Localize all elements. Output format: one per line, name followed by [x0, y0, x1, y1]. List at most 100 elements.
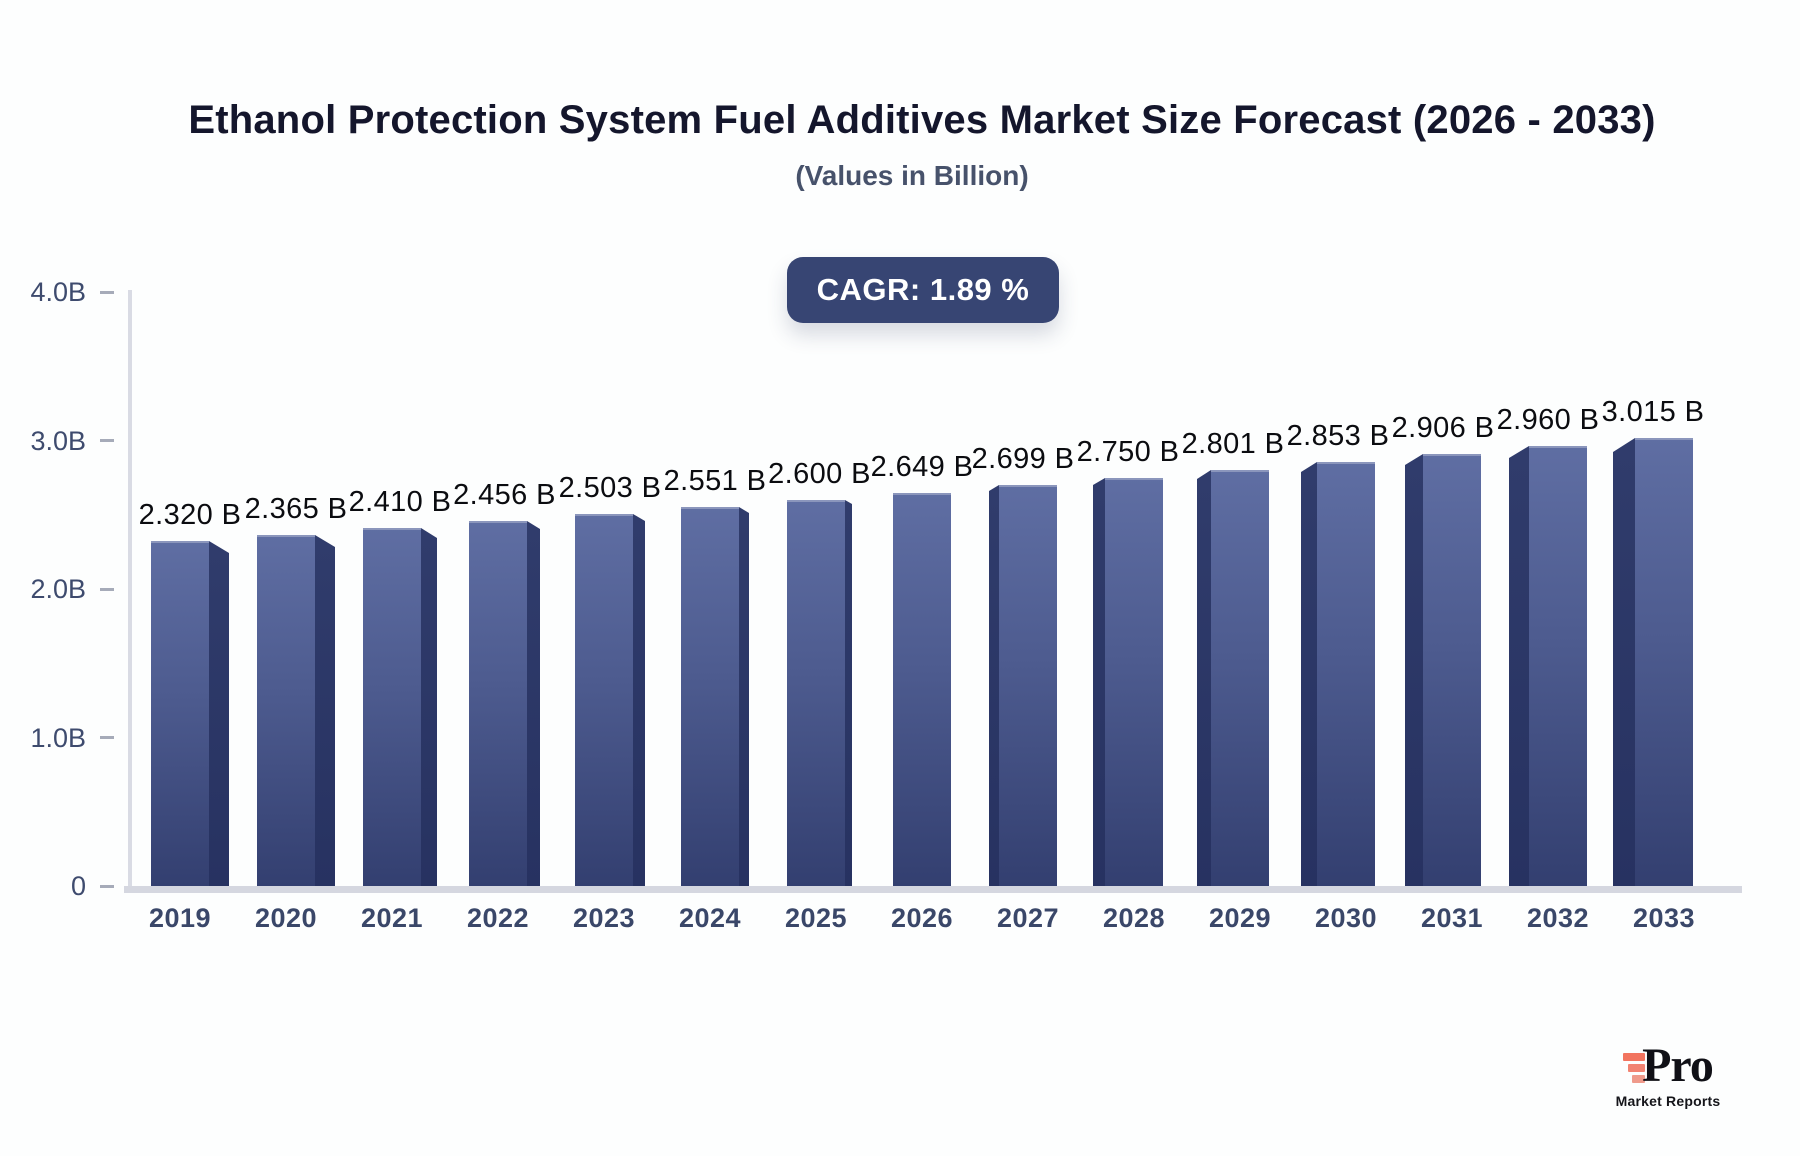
bar-value-label: 2.853 B: [1286, 420, 1390, 452]
x-axis-year-label: 2030: [1314, 903, 1378, 933]
bar-value-label: 2.960 B: [1496, 404, 1600, 436]
bar-front-face: [1105, 478, 1163, 886]
bar-front-face: [1211, 470, 1269, 886]
bar-side-face: [989, 485, 999, 886]
y-axis-tick-label: 0: [70, 871, 86, 901]
bar-2021: 2.410 B: [349, 486, 451, 886]
bar-front-face: [1529, 446, 1587, 886]
bar-side-face: [845, 500, 852, 886]
bar-side-face: [527, 521, 540, 886]
logo-bar-stripe: [1628, 1064, 1646, 1072]
x-axis-year-label: 2019: [148, 903, 212, 933]
bar-2030: 2.853 B: [1287, 420, 1389, 886]
x-axis-baseline: [124, 886, 1742, 893]
bar-front-face: [893, 493, 951, 886]
pro-market-reports-logo: Pro Market Reports: [1604, 1042, 1732, 1110]
bar-front-face: [151, 541, 209, 886]
bar-value-label: 2.906 B: [1391, 412, 1495, 444]
x-axis-year-label: 2029: [1208, 903, 1272, 933]
bar-2023: 2.503 B: [559, 472, 661, 886]
bar-2026: 2.649 B: [871, 451, 973, 886]
cagr-badge: CAGR: 1.89 %: [787, 257, 1059, 323]
bar-value-label: 2.750 B: [1076, 436, 1180, 468]
bar-value-label: 3.015 B: [1601, 396, 1705, 428]
bar-front-face: [1317, 462, 1375, 886]
bar-front-face: [257, 535, 315, 886]
x-axis-year-label: 2020: [254, 903, 318, 933]
bar-front-face: [575, 514, 633, 886]
bar-2031: 2.906 B: [1392, 412, 1494, 886]
bar-side-face: [1613, 438, 1635, 886]
bar-side-face: [421, 528, 437, 886]
logo-name: Pro: [1642, 1039, 1714, 1092]
y-axis-tick: [100, 736, 114, 739]
bar-value-label: 2.600 B: [768, 458, 871, 490]
bar-2033: 3.015 B: [1602, 396, 1704, 886]
y-axis-tick-label: 2.0B: [30, 574, 86, 604]
x-axis-year-label: 2025: [784, 903, 848, 933]
bar-side-face: [209, 541, 229, 886]
bar-side-face: [1301, 462, 1317, 886]
bar-value-label: 2.801 B: [1181, 428, 1285, 460]
x-axis-year-label: 2033: [1632, 903, 1696, 933]
bar-value-label: 2.551 B: [663, 465, 767, 497]
bar-front-face: [1635, 438, 1693, 886]
bar-2024: 2.551 B: [664, 465, 766, 886]
logo-row: Pro: [1604, 1042, 1732, 1090]
bar-2019: 2.320 B: [139, 499, 241, 886]
bar-side-face: [1093, 478, 1105, 886]
x-axis-year-label: 2024: [678, 903, 742, 933]
chart-subtitle: (Values in Billion): [795, 160, 1029, 191]
bar-front-face: [999, 485, 1057, 886]
bar-front-face: [787, 500, 845, 886]
bar-front-face: [469, 521, 527, 886]
bar-front-face: [1423, 454, 1481, 886]
x-axis-year-label: 2023: [572, 903, 636, 933]
cagr-badge-label: CAGR: 1.89 %: [816, 272, 1030, 307]
bar-value-label: 2.456 B: [453, 479, 556, 511]
y-axis-tick-label: 4.0B: [30, 277, 86, 307]
y-axis-tick: [100, 439, 114, 442]
bar-side-face: [1405, 454, 1423, 886]
x-axis-year-label: 2027: [996, 903, 1060, 933]
y-axis-tick-label: 1.0B: [30, 723, 86, 753]
logo-bars-icon: [1623, 1053, 1646, 1083]
x-axis-year-label: 2022: [466, 903, 530, 933]
bar-2025: 2.600 B: [768, 458, 870, 886]
y-axis-tick: [100, 588, 114, 591]
logo-tagline: Market Reports: [1615, 1093, 1721, 1109]
bar-side-face: [315, 535, 335, 886]
y-axis-tick: [100, 291, 114, 294]
bar-value-label: 2.699 B: [971, 443, 1075, 475]
bar-value-label: 2.649 B: [870, 451, 974, 483]
logo-bar-stripe: [1623, 1053, 1646, 1061]
bar-2022: 2.456 B: [453, 479, 555, 886]
x-axis-year-label: 2021: [360, 903, 424, 933]
chart-title: Ethanol Protection System Fuel Additives…: [188, 98, 1656, 142]
x-axis-year-label: 2028: [1102, 903, 1166, 933]
bar-2032: 2.960 B: [1497, 404, 1599, 886]
bar-side-face: [1197, 470, 1211, 886]
bar-value-label: 2.410 B: [348, 486, 452, 518]
bar-2020: 2.365 B: [245, 493, 347, 886]
bar-side-face: [633, 514, 645, 886]
y-axis-line: [128, 290, 132, 886]
bar-2027: 2.699 B: [972, 443, 1074, 886]
bar-value-label: 2.320 B: [138, 499, 242, 531]
bar-2028: 2.750 B: [1077, 436, 1179, 886]
logo-bar-stripe: [1632, 1075, 1646, 1083]
bar-2029: 2.801 B: [1182, 428, 1284, 886]
x-axis-year-label: 2031: [1420, 903, 1484, 933]
bar-front-face: [681, 507, 739, 886]
y-axis-tick-label: 3.0B: [30, 426, 86, 456]
bar-side-face: [739, 507, 749, 886]
bar-value-label: 2.365 B: [244, 493, 348, 525]
bar-value-label: 2.503 B: [558, 472, 662, 504]
bar-front-face: [363, 528, 421, 886]
y-axis-tick: [100, 885, 114, 888]
bar-side-face: [1509, 446, 1529, 886]
x-axis-year-label: 2032: [1526, 903, 1590, 933]
x-axis-year-label: 2026: [890, 903, 954, 933]
